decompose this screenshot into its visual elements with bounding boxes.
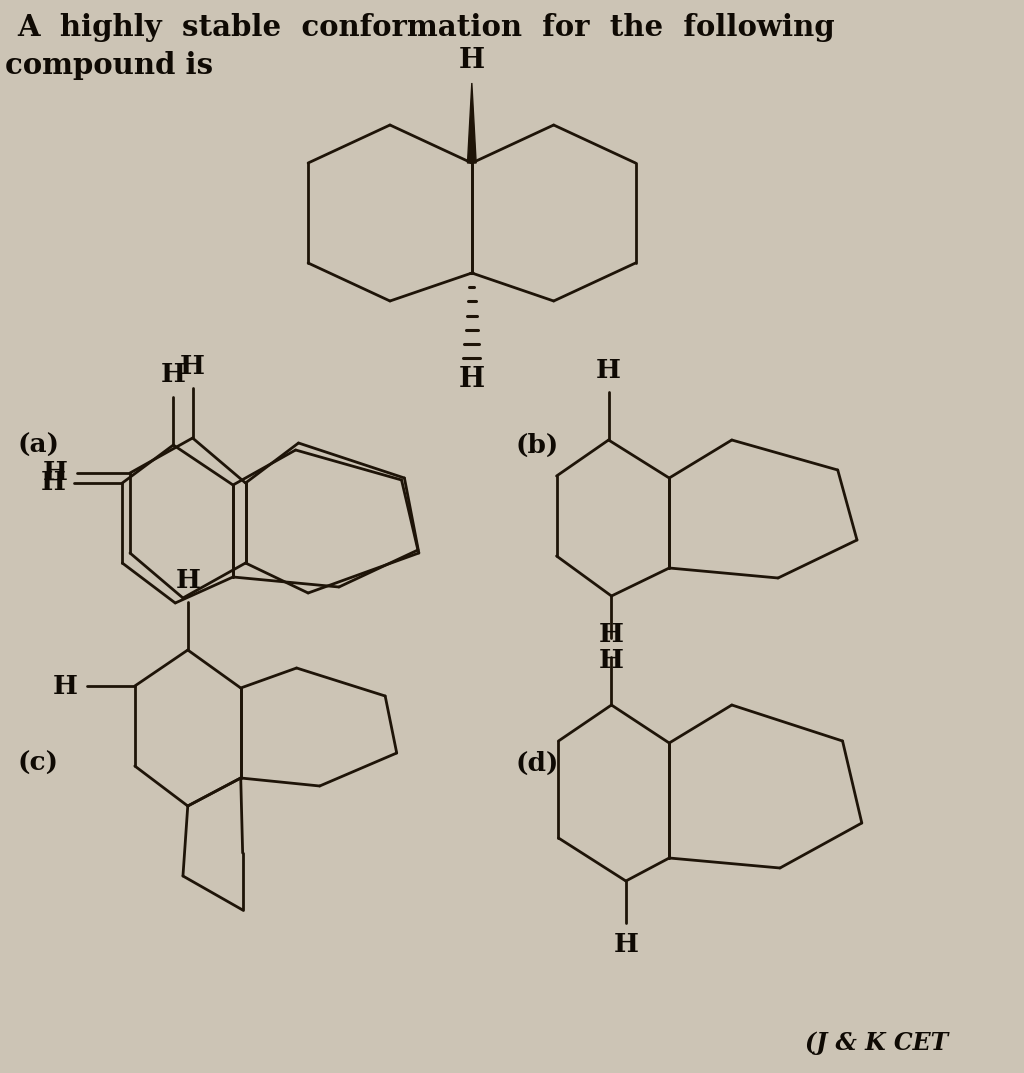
Text: H: H — [42, 460, 68, 485]
Text: (c): (c) — [17, 750, 58, 776]
Text: (J & K CET: (J & K CET — [805, 1031, 948, 1055]
Text: (d): (d) — [515, 750, 558, 776]
Text: H: H — [599, 622, 624, 647]
Text: H: H — [599, 647, 624, 673]
Text: (a): (a) — [17, 432, 59, 457]
Text: H: H — [459, 367, 485, 394]
Text: H: H — [175, 568, 201, 592]
Text: H: H — [41, 470, 66, 496]
Polygon shape — [468, 83, 476, 163]
Text: compound is: compound is — [5, 52, 213, 80]
Text: H: H — [459, 46, 485, 73]
Text: H: H — [161, 363, 185, 387]
Text: (b): (b) — [515, 432, 558, 457]
Text: A  highly  stable  conformation  for  the  following: A highly stable conformation for the fol… — [17, 13, 835, 42]
Text: H: H — [53, 674, 78, 699]
Text: H: H — [180, 353, 205, 379]
Text: H: H — [596, 357, 621, 382]
Text: H: H — [613, 932, 638, 957]
